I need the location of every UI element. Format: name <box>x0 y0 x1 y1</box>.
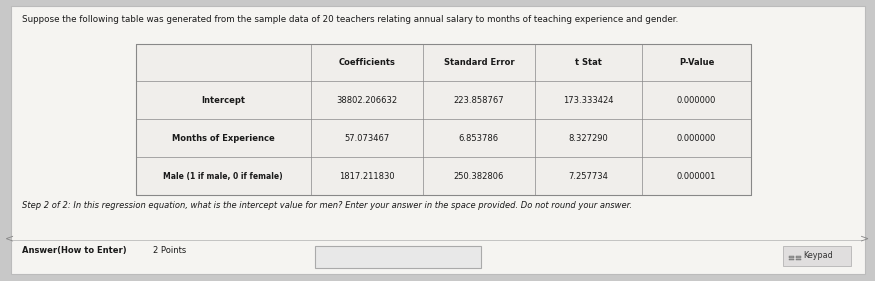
Text: >: > <box>859 234 869 244</box>
Text: Standard Error: Standard Error <box>444 58 514 67</box>
Text: Answer(How to Enter): Answer(How to Enter) <box>22 246 127 255</box>
Text: P-Value: P-Value <box>679 58 714 67</box>
Bar <box>315 246 481 268</box>
Text: 8.327290: 8.327290 <box>569 134 608 143</box>
Text: 0.000000: 0.000000 <box>677 134 717 143</box>
Bar <box>783 246 851 266</box>
Text: 173.333424: 173.333424 <box>564 96 614 105</box>
Text: 6.853786: 6.853786 <box>458 134 499 143</box>
Text: 57.073467: 57.073467 <box>344 134 389 143</box>
Text: 2 Points: 2 Points <box>153 246 186 255</box>
Text: 223.858767: 223.858767 <box>453 96 504 105</box>
Text: 250.382806: 250.382806 <box>453 172 504 181</box>
Text: Male (1 if male, 0 if female): Male (1 if male, 0 if female) <box>164 172 284 181</box>
Text: Months of Experience: Months of Experience <box>172 134 275 143</box>
Text: 7.257734: 7.257734 <box>569 172 609 181</box>
Text: 38802.206632: 38802.206632 <box>336 96 397 105</box>
Text: 0.000001: 0.000001 <box>677 172 717 181</box>
Text: Keypad: Keypad <box>803 251 833 260</box>
Bar <box>796 256 801 258</box>
Text: Step 2 of 2: In this regression equation, what is the intercept value for men? E: Step 2 of 2: In this regression equation… <box>22 201 632 210</box>
Text: 1817.211830: 1817.211830 <box>340 172 395 181</box>
Text: t Stat: t Stat <box>575 58 602 67</box>
Bar <box>789 256 794 258</box>
FancyBboxPatch shape <box>10 6 864 274</box>
Bar <box>796 259 801 260</box>
Text: 0.000000: 0.000000 <box>677 96 717 105</box>
Text: Intercept: Intercept <box>201 96 245 105</box>
Text: Coefficients: Coefficients <box>339 58 396 67</box>
Text: <: < <box>4 234 14 244</box>
Text: Suppose the following table was generated from the sample data of 20 teachers re: Suppose the following table was generate… <box>22 15 678 24</box>
Bar <box>789 259 794 260</box>
